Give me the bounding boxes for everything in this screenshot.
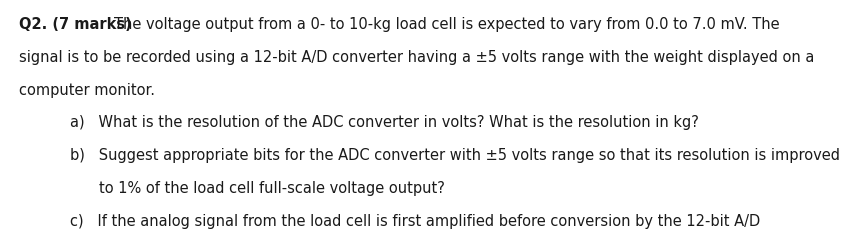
Text: to 1% of the load cell full-scale voltage output?: to 1% of the load cell full-scale voltag… (99, 181, 445, 196)
Text: The voltage output from a 0- to 10-kg load cell is expected to vary from 0.0 to : The voltage output from a 0- to 10-kg lo… (114, 17, 780, 32)
Text: b)   Suggest appropriate bits for the ADC converter with ±5 volts range so that : b) Suggest appropriate bits for the ADC … (70, 148, 840, 163)
Text: computer monitor.: computer monitor. (19, 83, 155, 98)
Text: a)   What is the resolution of the ADC converter in volts? What is the resolutio: a) What is the resolution of the ADC con… (70, 115, 699, 130)
Text: c)   If the analog signal from the load cell is first amplified before conversio: c) If the analog signal from the load ce… (70, 214, 760, 229)
Text: signal is to be recorded using a 12-bit A/D converter having a ±5 volts range wi: signal is to be recorded using a 12-bit … (19, 50, 814, 65)
Text: Q2. (7 marks): Q2. (7 marks) (19, 17, 132, 32)
